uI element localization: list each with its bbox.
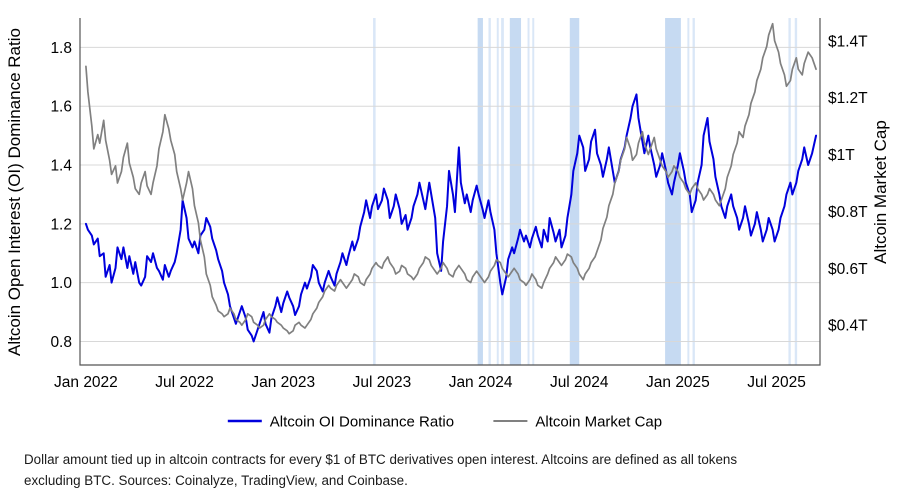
shaded-band (692, 18, 695, 365)
shaded-band (532, 18, 535, 365)
left-tick-label: 1.0 (50, 275, 72, 292)
x-tick-label: Jan 2025 (646, 374, 710, 391)
shaded-band (509, 18, 522, 365)
right-tick-label: $1.4T (828, 33, 868, 50)
shaded-band (477, 18, 483, 365)
x-tick-label: Jan 2024 (449, 374, 513, 391)
chart-caption: Dollar amount tied up in altcoin contrac… (24, 452, 738, 488)
right-tick-label: $0.8T (828, 204, 868, 221)
x-tick-label: Jul 2025 (747, 374, 806, 391)
shaded-band (794, 18, 798, 365)
left-tick-labels: 0.8 1.0 1.2 1.4 1.6 1.8 (50, 40, 72, 351)
shaded-band (501, 18, 504, 365)
x-tick-label: Jul 2024 (550, 374, 609, 391)
right-tick-label: $0.4T (828, 318, 868, 335)
series-line-2 (85, 22, 817, 335)
right-tick-label: $1.2T (828, 90, 868, 107)
left-tick-label: 1.2 (50, 216, 72, 233)
legend-item[interactable]: Altcoin OI Dominance Ratio (227, 414, 454, 431)
legend-label-1: Altcoin OI Dominance Ratio (270, 414, 454, 431)
shaded-band (488, 18, 491, 365)
left-axis-title: Altcoin Open Interest (OI) Dominance Rat… (5, 28, 24, 356)
legend-label-2: Altcoin Market Cap (535, 414, 662, 431)
right-axis-title: Altcoin Market Cap (871, 120, 890, 264)
shaded-band (373, 18, 376, 365)
plot-area: 0.8 1.0 1.2 1.4 1.6 1.8 $0.4T $0.6T $0.8T $1T $1.2… (50, 18, 868, 391)
left-tick-label: 1.6 (50, 99, 72, 116)
shaded-band (496, 18, 499, 365)
left-tick-label: 1.8 (50, 40, 72, 57)
x-tick-label: Jan 2022 (54, 374, 118, 391)
series-line-1 (84, 93, 818, 343)
left-tick-label: 1.4 (50, 158, 72, 175)
shaded-band (788, 18, 791, 365)
chart-legend: Altcoin OI Dominance Ratio Altcoin Market… (227, 414, 662, 431)
gridlines-group (80, 46, 820, 342)
left-tick-label: 0.8 (50, 334, 72, 351)
shaded-band (527, 18, 530, 365)
series-group (84, 22, 818, 343)
x-tick-label: Jan 2023 (251, 374, 315, 391)
x-tick-label: Jul 2023 (353, 374, 412, 391)
x-tick-labels: Jan 2022 Jul 2022 Jan 2023 Jul 2023 Jan 2024… (54, 374, 806, 391)
shaded-band (569, 18, 580, 365)
right-tick-label: $0.6T (828, 261, 868, 278)
axis-spines (79, 18, 821, 366)
legend-item[interactable]: Altcoin Market Cap (493, 414, 662, 431)
x-tick-label: Jul 2022 (155, 374, 214, 391)
right-tick-labels: $0.4T $0.6T $0.8T $1T $1.2T $1.4T (828, 33, 868, 334)
right-tick-label: $1T (828, 147, 855, 164)
shaded-bands-group (373, 18, 798, 365)
